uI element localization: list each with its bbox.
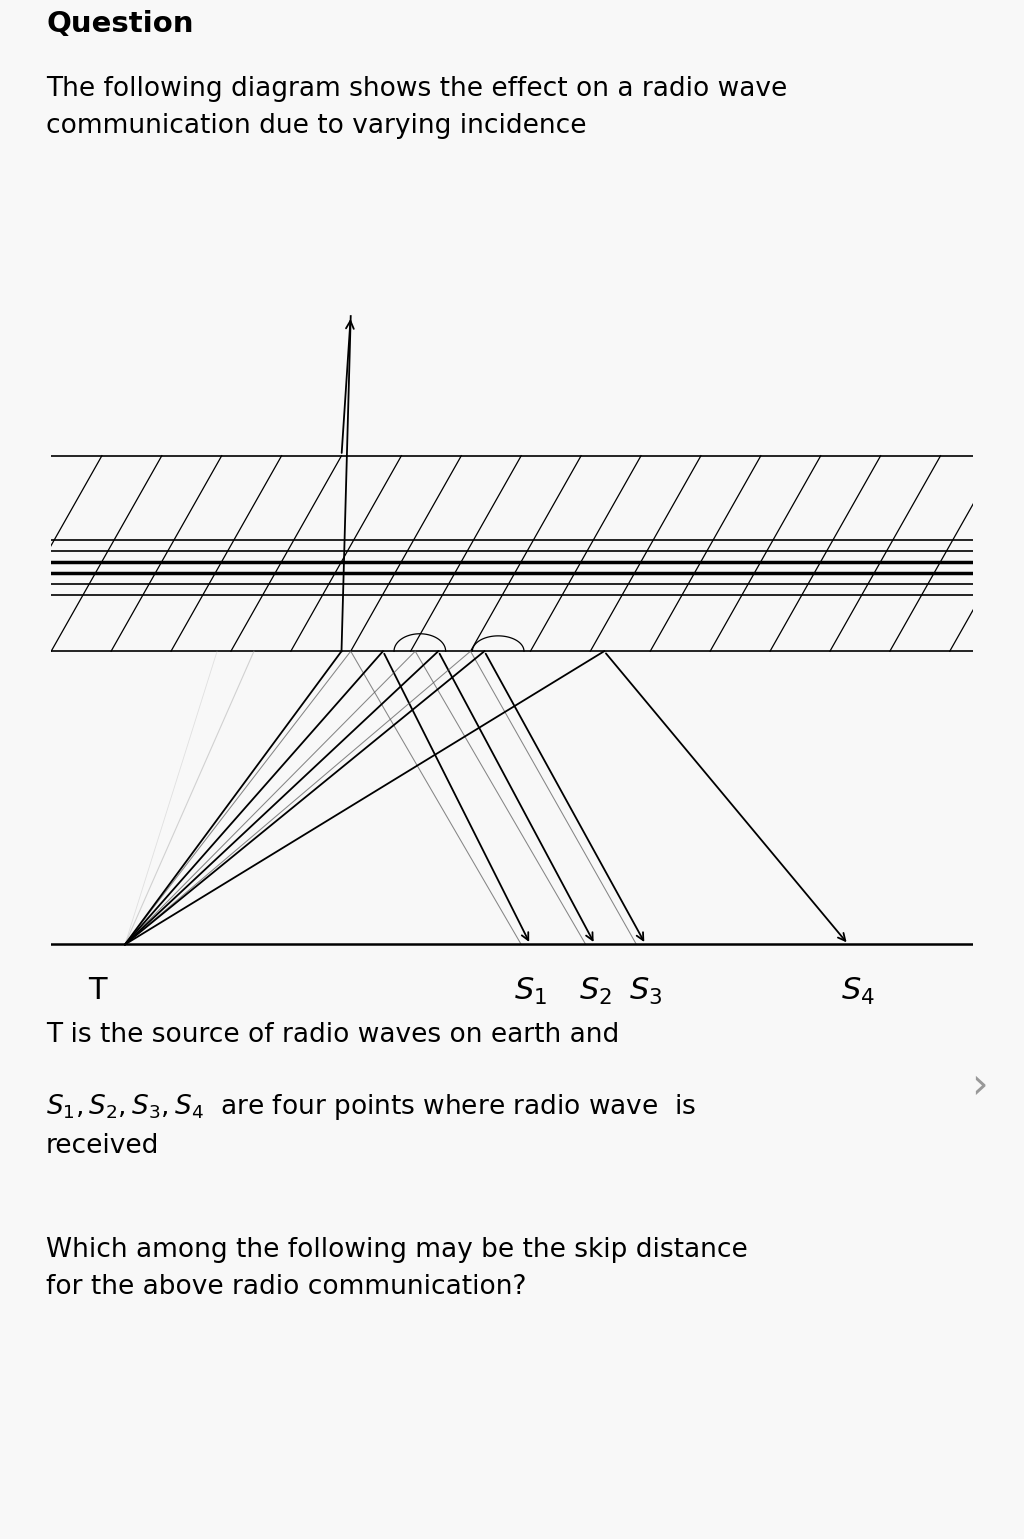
Text: $S_1, S_2, S_3, S_4$  are four points where radio wave  is
received: $S_1, S_2, S_3, S_4$ are four points whe…: [46, 1093, 696, 1159]
Text: $S_2$: $S_2$: [579, 976, 611, 1007]
Text: $S_4$: $S_4$: [841, 976, 874, 1007]
Text: $S_3$: $S_3$: [629, 976, 663, 1007]
Text: ›: ›: [972, 1065, 988, 1107]
Text: Which among the following may be the skip distance
for the above radio communica: Which among the following may be the ski…: [46, 1237, 748, 1300]
Text: $S_1$: $S_1$: [514, 976, 547, 1007]
Text: T is the source of radio waves on earth and: T is the source of radio waves on earth …: [46, 1022, 620, 1048]
Text: T: T: [88, 976, 106, 1005]
Text: The following diagram shows the effect on a radio wave
communication due to vary: The following diagram shows the effect o…: [46, 77, 787, 140]
Text: Question: Question: [46, 9, 194, 37]
